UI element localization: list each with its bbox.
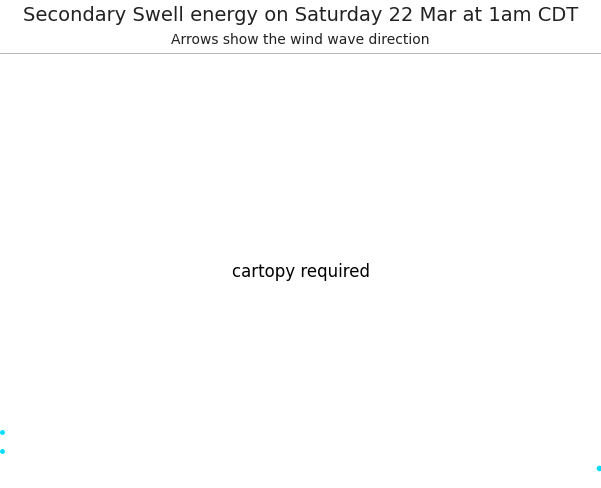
Text: cartopy required: cartopy required: [231, 263, 370, 281]
Text: Arrows show the wind wave direction: Arrows show the wind wave direction: [171, 33, 430, 47]
Text: Secondary Swell energy on Saturday 22 Mar at 1am CDT: Secondary Swell energy on Saturday 22 Ma…: [23, 6, 578, 25]
